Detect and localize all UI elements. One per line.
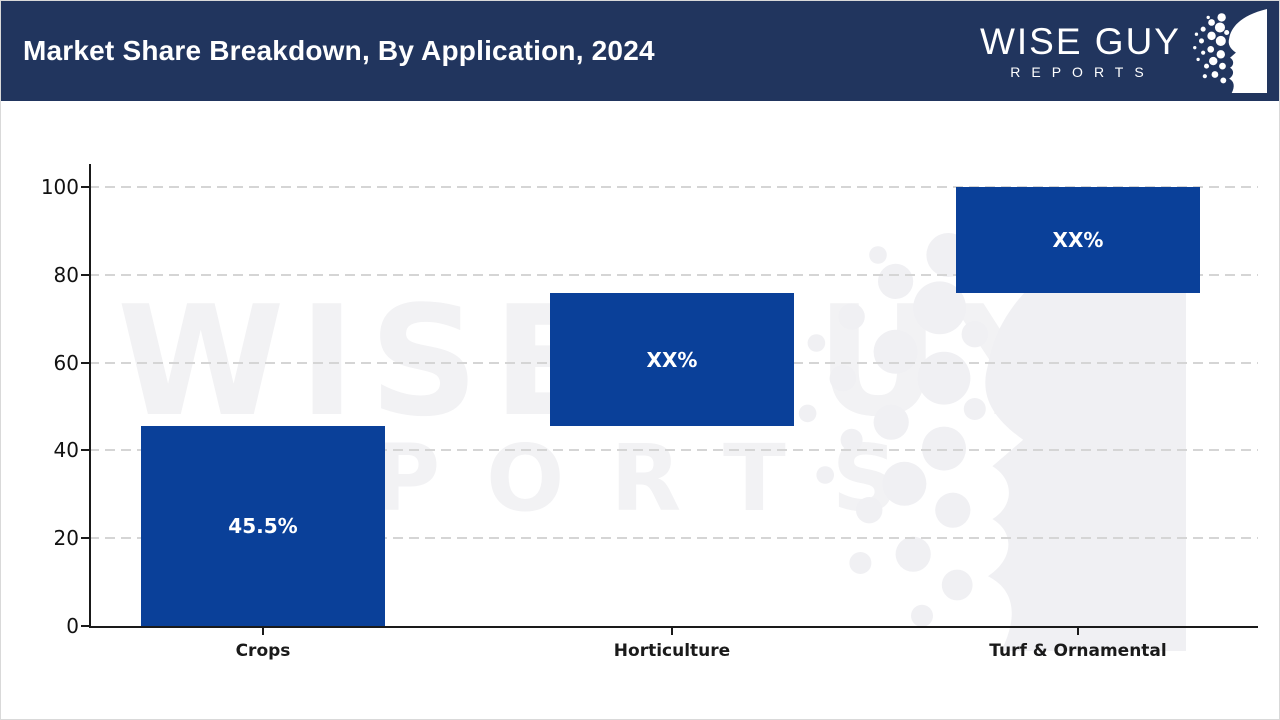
- brand-logo: WISE GUY REPORTS: [980, 9, 1267, 93]
- bar-value-label: XX%: [1052, 228, 1104, 253]
- y-tick: [81, 273, 89, 276]
- y-tick-label: 80: [53, 262, 79, 287]
- y-tick: [81, 449, 89, 452]
- gridline: [89, 537, 1258, 540]
- page-title: Market Share Breakdown, By Application, …: [23, 35, 655, 66]
- x-axis-label: Turf & Ornamental: [989, 641, 1167, 661]
- y-tick: [81, 625, 89, 627]
- y-tick-label: 60: [53, 350, 79, 375]
- y-tick: [81, 361, 89, 364]
- bar: 45.5%: [141, 426, 385, 626]
- gridline: [89, 449, 1258, 452]
- brand-head-icon: [1193, 9, 1267, 93]
- y-tick: [81, 186, 89, 188]
- y-tick: [81, 537, 89, 540]
- brand-reports: REPORTS: [1010, 64, 1155, 80]
- bar: XX%: [956, 187, 1200, 294]
- y-tick-label: 0: [66, 614, 79, 638]
- x-axis-label: Crops: [235, 641, 291, 661]
- x-tick: [1077, 628, 1079, 635]
- gridline: [89, 186, 1258, 188]
- brand-wordmark: WISE GUY: [979, 21, 1181, 62]
- bar: XX%: [550, 293, 794, 427]
- x-axis-label: Horticulture: [613, 641, 731, 661]
- y-tick-label: 40: [53, 438, 79, 463]
- bar-value-label: 45.5%: [228, 514, 298, 539]
- x-axis-spine: [89, 626, 1258, 628]
- x-tick: [262, 628, 264, 635]
- bar-value-label: XX%: [646, 347, 698, 372]
- y-tick-label: 100: [40, 175, 79, 199]
- x-tick: [671, 628, 673, 635]
- gridline: [89, 273, 1258, 276]
- header-bar: Market Share Breakdown, By Application, …: [1, 1, 1279, 101]
- watermark-head-icon: [798, 211, 1186, 651]
- y-tick-label: 20: [53, 526, 79, 551]
- y-axis-spine: [89, 164, 91, 628]
